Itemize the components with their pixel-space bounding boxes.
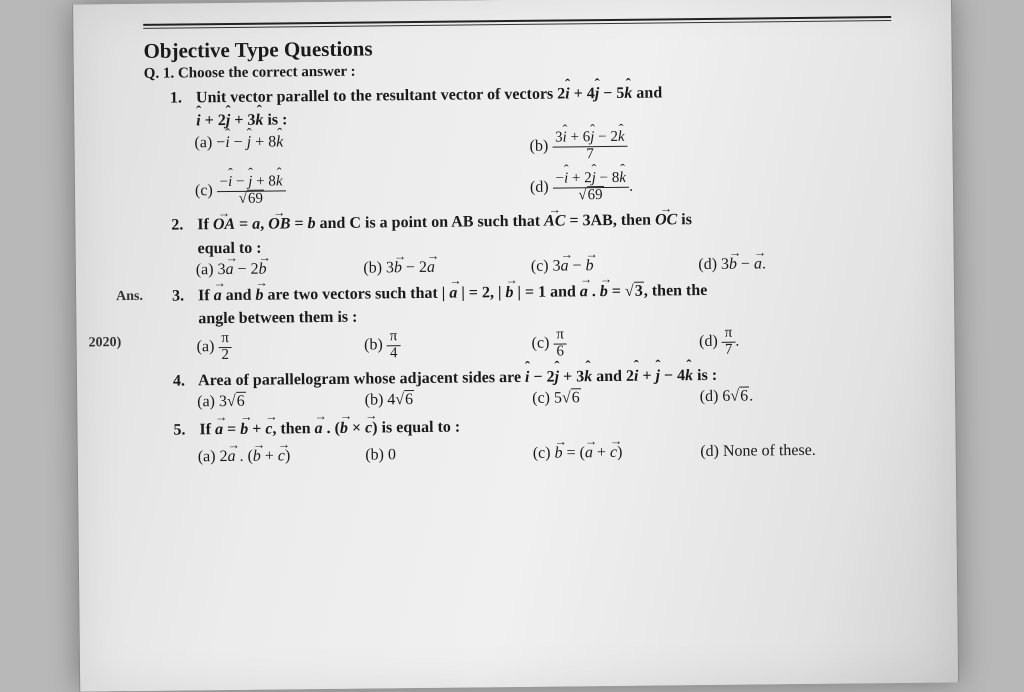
q2-opt-d: (d) 3b − a. xyxy=(698,253,866,275)
q1-and: and xyxy=(636,84,662,101)
q5-opt-b: (b) 0 xyxy=(365,444,533,466)
q3-number: 3. xyxy=(172,284,194,307)
q1-vec1: 2i + 4j − 5k xyxy=(557,85,632,103)
q5-number: 5. xyxy=(173,418,195,441)
q2-tail: is xyxy=(681,212,692,229)
q5-options: (a) 2a . (b + c) (b) 0 (c) b = (a + c) (… xyxy=(198,440,896,467)
q5-opt-c: (c) b = (a + c) xyxy=(533,442,701,464)
q3-opt-a: (a) π2 xyxy=(196,329,364,365)
q1-opt-a: (a) −i − j + 8k xyxy=(194,129,529,169)
q2-if: If xyxy=(197,217,213,234)
q1-text-a: Unit vector parallel to the resultant ve… xyxy=(196,86,557,107)
q1-opt-d: (d) −i + 2j − 8k69. xyxy=(530,162,865,206)
q3-opt-d: (d) π7. xyxy=(699,323,867,359)
textbook-page: Objective Type Questions Q. 1. Choose th… xyxy=(72,0,959,692)
q5-opt-d: (d) None of these. xyxy=(700,440,868,462)
q1-a-label: (a) xyxy=(194,134,216,151)
q2-opt-c: (c) 3a − b xyxy=(531,255,699,277)
q1-number: 1. xyxy=(170,86,192,109)
q1-options: (a) −i − j + 8k (b) 3i + 6j − 2k7 (c) −i… xyxy=(194,125,893,209)
q4-opt-d: (d) 66. xyxy=(700,385,868,407)
q1-b-label: (b) xyxy=(529,138,552,155)
q2-eq3: = 3AB, then xyxy=(565,212,655,230)
q4-opt-c: (c) 56 xyxy=(532,387,700,409)
q2-number: 2. xyxy=(171,214,193,237)
q2-mid: and C is a point on AB such that xyxy=(320,213,545,232)
q1-d-label: (d) xyxy=(530,178,553,195)
q1-opt-c: (c) −i − j + 8k69 xyxy=(195,166,530,210)
q4-number: 4. xyxy=(173,369,195,392)
margin-year: 2020) xyxy=(88,335,121,351)
q1-c-label: (c) xyxy=(195,182,217,199)
margin-ans: Ans. xyxy=(116,287,143,308)
q3-options: 2020) (a) π2 (b) π4 (c) π6 (d) π7. xyxy=(196,323,894,365)
q5-opt-a: (a) 2a . (b + c) xyxy=(198,446,366,468)
q1-opt-b: (b) 3i + 6j − 2k7 xyxy=(529,126,864,166)
q3-opt-b: (b) π4 xyxy=(364,327,532,363)
q4-opt-b: (b) 46 xyxy=(365,389,533,411)
